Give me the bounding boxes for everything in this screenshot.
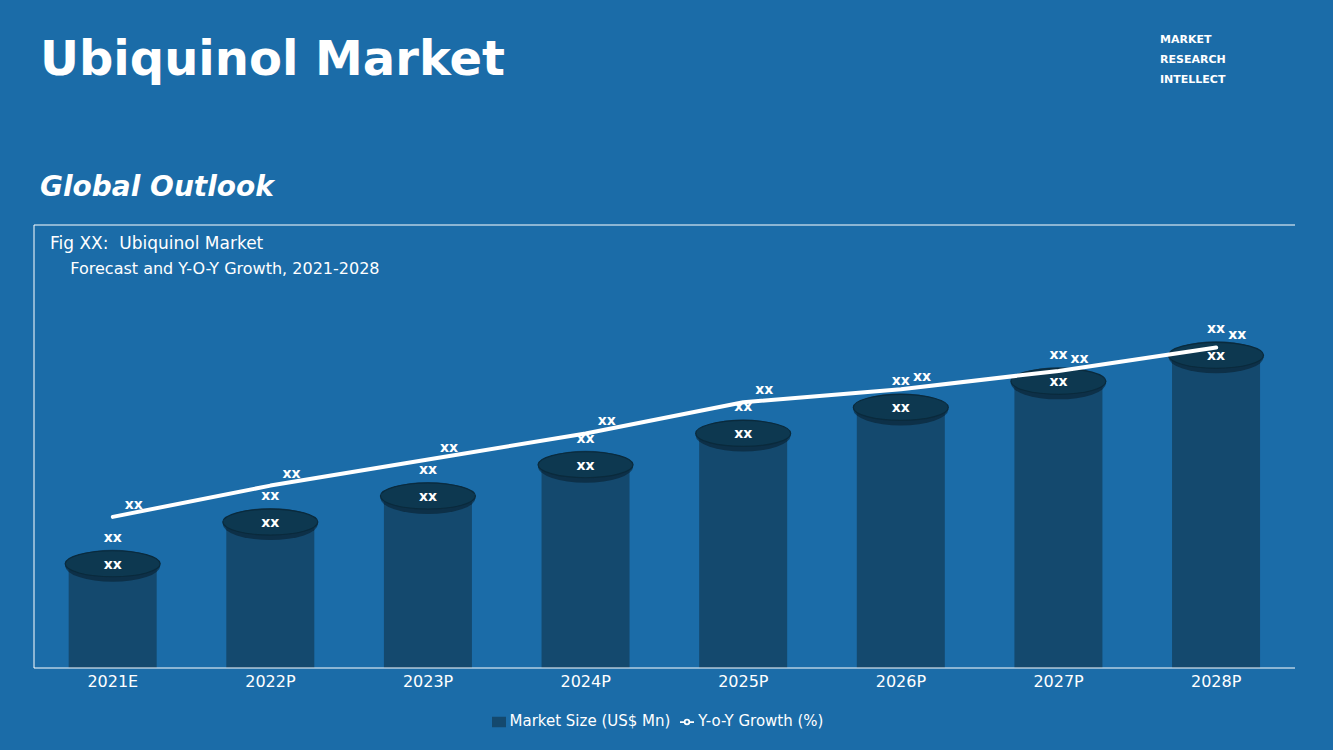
svg-text:xx: xx: [282, 465, 300, 481]
svg-text:2022P: 2022P: [245, 672, 296, 691]
svg-text:xx: xx: [104, 529, 122, 545]
svg-text:xx: xx: [1071, 350, 1089, 366]
svg-text:xx: xx: [577, 457, 595, 473]
html-text:Fig XX: Ubiquinol Market: Fig XX: Ubiquinol Market: [50, 233, 264, 253]
svg-text:xx: xx: [125, 496, 143, 512]
html-text:Market Size (US$ Mn): Market Size (US$ Mn): [509, 712, 671, 730]
svg-text:xx: xx: [892, 399, 910, 415]
svg-text:xx: xx: [261, 514, 279, 530]
svg-text:xx: xx: [440, 439, 458, 455]
svg-text:2025P: 2025P: [718, 672, 769, 691]
svg-text:2026P: 2026P: [876, 672, 927, 691]
svg-text:2027P: 2027P: [1033, 672, 1084, 691]
svg-text:xx: xx: [1228, 326, 1246, 342]
svg-text:xx: xx: [913, 368, 931, 384]
svg-text:xx: xx: [104, 556, 122, 572]
html-text:Y-o-Y Growth (%): Y-o-Y Growth (%): [698, 712, 824, 730]
html-text:Forecast and Y-O-Y Growth, 202: Forecast and Y-O-Y Growth, 2021-2028: [50, 259, 380, 278]
html-text:RESEARCH: RESEARCH: [1160, 53, 1226, 66]
svg-text:xx: xx: [734, 425, 752, 441]
svg-text:xx: xx: [892, 372, 910, 388]
svg-text:xx: xx: [1049, 346, 1067, 362]
svg-text:xx: xx: [1207, 320, 1225, 336]
html-text:Global Outlook: Global Outlook: [40, 170, 274, 203]
html-text:Ubiquinol Market: Ubiquinol Market: [40, 30, 505, 86]
html-text:INTELLECT: INTELLECT: [1160, 73, 1226, 86]
svg-text:2028P: 2028P: [1191, 672, 1242, 691]
svg-text:xx: xx: [734, 398, 752, 414]
svg-text:xx: xx: [261, 487, 279, 503]
html-text:MARKET: MARKET: [1160, 33, 1212, 46]
svg-text:2021E: 2021E: [87, 672, 138, 691]
svg-text:xx: xx: [419, 488, 437, 504]
svg-text:2024P: 2024P: [561, 672, 612, 691]
svg-text:2023P: 2023P: [403, 672, 454, 691]
svg-text:xx: xx: [755, 381, 773, 397]
svg-text:xx: xx: [1207, 347, 1225, 363]
svg-text:xx: xx: [1049, 373, 1067, 389]
svg-text:xx: xx: [598, 412, 616, 428]
svg-text:xx: xx: [577, 430, 595, 446]
svg-text:xx: xx: [419, 461, 437, 477]
